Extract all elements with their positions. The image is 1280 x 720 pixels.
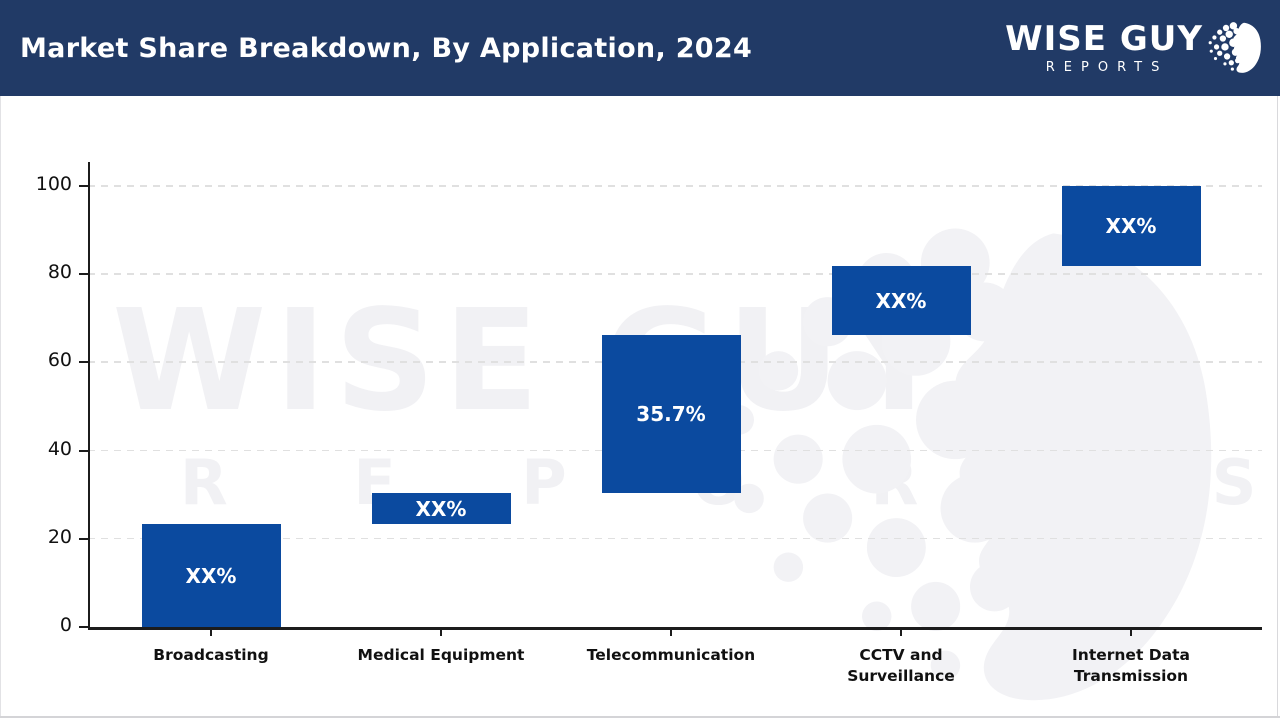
y-tick-mark [79, 273, 88, 276]
bar-label: XX% [875, 288, 927, 313]
y-tick-mark [79, 361, 88, 364]
y-tick-label: 20 [47, 525, 72, 548]
logo-text: WISE GUY REPORTS [1005, 22, 1203, 75]
plot-area: 0 20 40 60 80 100 XX% Broadcasting XX% Medical Eq… [0, 96, 1280, 720]
right-border-line [1277, 96, 1278, 716]
bar-broadcasting: XX% [141, 524, 281, 627]
y-tick-mark [79, 537, 88, 540]
x-category-label: Broadcasting [153, 646, 269, 664]
y-tick-label: 80 [47, 261, 72, 284]
x-category-label: CCTV and Surveillance [847, 646, 955, 685]
logo-subtitle: REPORTS [1045, 59, 1169, 75]
page-title: Market Share Breakdown, By Application, … [20, 32, 753, 64]
x-tick-mark [210, 629, 212, 636]
bottom-border-line [0, 716, 1280, 718]
y-tick-label: 100 [35, 173, 72, 195]
gridline [88, 185, 1262, 187]
y-tick-mark [79, 449, 88, 452]
x-category-label: Internet Data Transmission [1072, 646, 1190, 685]
bar-internet-data-transmission: XX% [1061, 186, 1201, 266]
bar-telecommunication: 35.7% [601, 335, 741, 493]
logo-face-icon [1208, 22, 1261, 73]
y-axis-line [88, 162, 90, 629]
x-category-label: Medical Equipment [357, 646, 525, 664]
y-tick-label: 40 [47, 437, 72, 460]
chart-area: WISE GUY R E P O R T S 020406080100XX%Br… [0, 96, 1280, 720]
x-tick-mark [440, 629, 442, 636]
y-tick-mark [79, 626, 88, 628]
header: Market Share Breakdown, By Application, … [0, 0, 1280, 96]
left-border-line [0, 96, 1, 716]
x-tick-mark [1130, 629, 1132, 636]
x-category-label: Telecommunication [586, 646, 756, 664]
x-tick-mark [900, 629, 902, 636]
bar-label: 35.7% [636, 402, 706, 427]
gridline [88, 273, 1262, 275]
x-tick-mark [670, 629, 672, 636]
gridline [88, 537, 1262, 540]
logo-wordmark: WISE GUY [1005, 18, 1203, 59]
bar-label: XX% [415, 496, 467, 521]
y-tick-mark [79, 185, 88, 187]
x-axis-line [88, 627, 1262, 630]
bar-label: XX% [185, 563, 237, 588]
wise-guy-logo: WISE GUY REPORTS [1005, 9, 1264, 87]
bar-label: XX% [1105, 213, 1157, 238]
y-tick-label: 0 [59, 614, 72, 636]
y-tick-label: 60 [47, 349, 72, 372]
bar-cctv-and-surveillance: XX% [831, 265, 971, 336]
bar-medical-equipment: XX% [371, 492, 511, 525]
